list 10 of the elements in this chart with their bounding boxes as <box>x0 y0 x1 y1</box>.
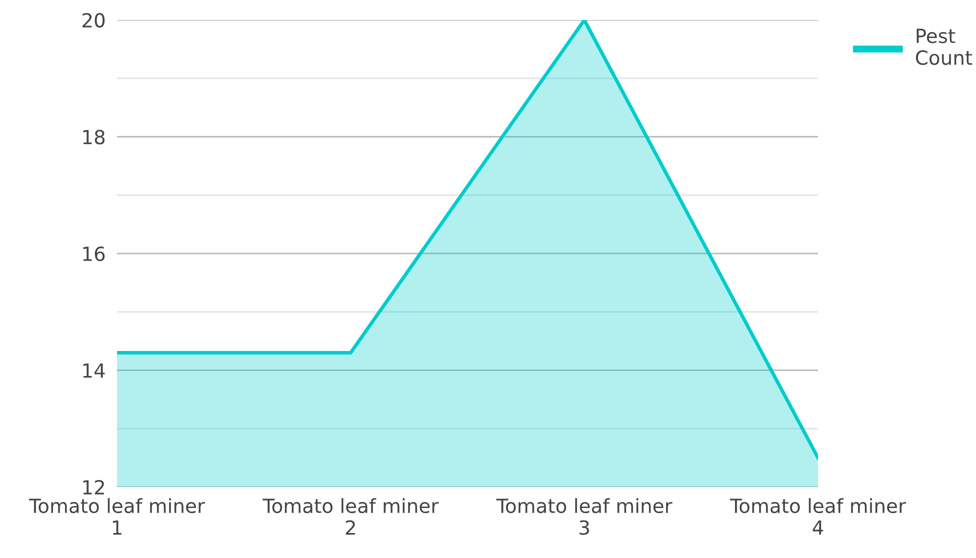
legend-label: Pest Count <box>916 28 972 65</box>
y-tick-label: 14 <box>83 363 105 378</box>
y-tick-label: 20 <box>82 12 105 28</box>
x-tick-label: Tomato leaf miner 3 <box>496 498 672 535</box>
x-tick-label: Tomato leaf miner 2 <box>262 498 439 535</box>
x-tick-label: Tomato leaf miner 1 <box>28 498 205 535</box>
y-tick-label: 18 <box>83 130 105 144</box>
y-tick-label: 12 <box>83 480 104 494</box>
x-tick-label: Tomato leaf miner 4 <box>730 498 906 535</box>
y-tick-label: 16 <box>83 246 105 262</box>
